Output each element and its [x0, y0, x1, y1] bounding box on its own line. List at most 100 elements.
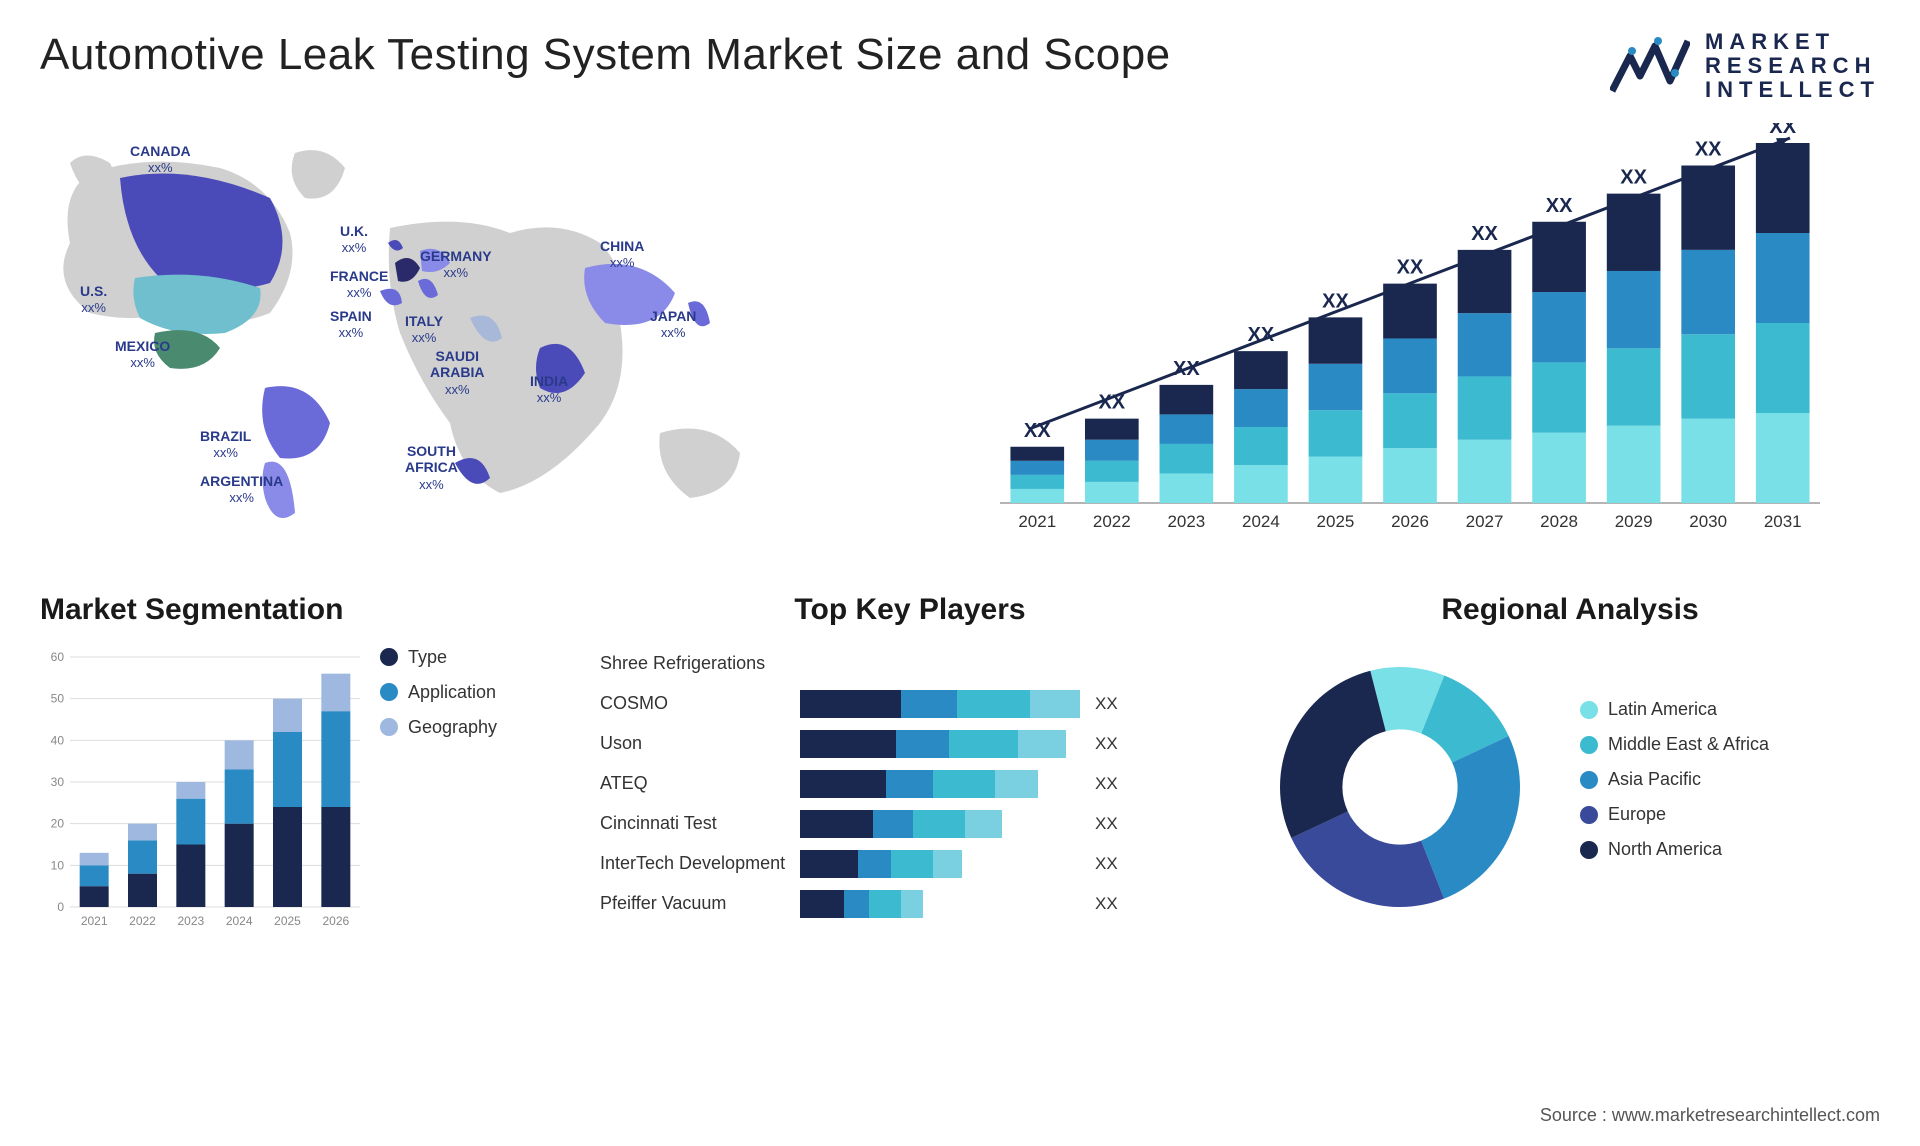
svg-text:2031: 2031 — [1764, 512, 1802, 531]
svg-text:XX: XX — [1620, 166, 1647, 188]
legend-item: Geography — [380, 717, 497, 738]
player-value: XX — [1095, 774, 1118, 794]
map-label: U.K.xx% — [340, 223, 368, 257]
logo-line2: RESEARCH — [1705, 54, 1880, 78]
svg-text:XX: XX — [1471, 222, 1498, 244]
page-title: Automotive Leak Testing System Market Si… — [40, 30, 1171, 80]
legend-swatch — [380, 718, 398, 736]
svg-text:XX: XX — [1769, 123, 1796, 138]
legend-item: Type — [380, 647, 497, 668]
legend-swatch — [1580, 736, 1598, 754]
map-label: SOUTHAFRICAxx% — [405, 443, 458, 493]
svg-text:2028: 2028 — [1540, 512, 1578, 531]
svg-text:XX: XX — [1695, 138, 1722, 160]
svg-text:2027: 2027 — [1466, 512, 1504, 531]
key-players-panel: Top Key Players Shree Refrigerations COSM… — [600, 593, 1220, 953]
logo-line3: INTELLECT — [1705, 78, 1880, 102]
player-name: Shree Refrigerations — [600, 653, 800, 674]
svg-text:2023: 2023 — [1167, 512, 1205, 531]
legend-item: Application — [380, 682, 497, 703]
svg-text:2025: 2025 — [274, 914, 301, 928]
key-players-title: Top Key Players — [600, 593, 1220, 627]
player-row: InterTech Development XX — [600, 847, 1220, 881]
player-row: Uson XX — [600, 727, 1220, 761]
svg-text:20: 20 — [51, 816, 65, 830]
legend-label: Latin America — [1608, 699, 1717, 720]
svg-text:2021: 2021 — [81, 914, 108, 928]
map-label: MEXICOxx% — [115, 338, 170, 372]
player-value: XX — [1095, 694, 1118, 714]
player-value: XX — [1095, 734, 1118, 754]
svg-text:2029: 2029 — [1615, 512, 1653, 531]
svg-text:XX: XX — [1546, 194, 1573, 216]
regional-title: Regional Analysis — [1260, 593, 1880, 627]
legend-label: Application — [408, 682, 496, 703]
segmentation-chart: 0102030405060202120222023202420252026 — [40, 647, 360, 937]
player-bar — [800, 810, 1080, 838]
logo-line1: MARKET — [1705, 30, 1880, 54]
player-row: Shree Refrigerations — [600, 647, 1220, 681]
map-label: SAUDIARABIAxx% — [430, 348, 484, 398]
regional-donut-chart — [1260, 647, 1540, 927]
segmentation-title: Market Segmentation — [40, 593, 560, 627]
map-label: INDIAxx% — [530, 373, 568, 407]
svg-text:XX: XX — [1397, 256, 1424, 278]
player-name: Pfeiffer Vacuum — [600, 893, 800, 914]
segmentation-panel: Market Segmentation 01020304050602021202… — [40, 593, 560, 953]
map-label: ARGENTINAxx% — [200, 473, 283, 507]
player-value: XX — [1095, 894, 1118, 914]
svg-text:2022: 2022 — [1093, 512, 1131, 531]
legend-label: Geography — [408, 717, 497, 738]
player-name: Cincinnati Test — [600, 813, 800, 834]
legend-label: Middle East & Africa — [1608, 734, 1769, 755]
svg-text:2026: 2026 — [322, 914, 349, 928]
player-name: InterTech Development — [600, 853, 800, 874]
player-row: Cincinnati Test XX — [600, 807, 1220, 841]
player-bar — [800, 770, 1080, 798]
map-label: CANADAxx% — [130, 143, 191, 177]
world-map: CANADAxx%U.S.xx%MEXICOxx%BRAZILxx%ARGENT… — [40, 123, 940, 553]
svg-text:2024: 2024 — [226, 914, 253, 928]
player-bar — [800, 730, 1080, 758]
map-label: FRANCExx% — [330, 268, 388, 302]
legend-label: Europe — [1608, 804, 1666, 825]
legend-item: Europe — [1580, 804, 1769, 825]
legend-item: Latin America — [1580, 699, 1769, 720]
map-label: GERMANYxx% — [420, 248, 492, 282]
player-name: Uson — [600, 733, 800, 754]
legend-swatch — [1580, 701, 1598, 719]
svg-text:30: 30 — [51, 775, 65, 789]
svg-text:2023: 2023 — [177, 914, 204, 928]
regional-panel: Regional Analysis Latin America Middle Ea… — [1260, 593, 1880, 953]
svg-text:2022: 2022 — [129, 914, 156, 928]
svg-text:50: 50 — [51, 691, 65, 705]
player-value: XX — [1095, 854, 1118, 874]
player-bar — [800, 850, 1080, 878]
legend-item: North America — [1580, 839, 1769, 860]
player-row: COSMOXX — [600, 687, 1220, 721]
legend-swatch — [1580, 771, 1598, 789]
player-bar — [800, 690, 1080, 718]
legend-item: Middle East & Africa — [1580, 734, 1769, 755]
segmentation-legend: Type Application Geography — [380, 647, 497, 937]
map-label: CHINAxx% — [600, 238, 644, 272]
svg-text:2026: 2026 — [1391, 512, 1429, 531]
player-bar — [800, 890, 1080, 918]
logo-icon — [1610, 31, 1690, 101]
svg-text:2021: 2021 — [1018, 512, 1056, 531]
player-name: ATEQ — [600, 773, 800, 794]
player-value: XX — [1095, 814, 1118, 834]
legend-swatch — [1580, 841, 1598, 859]
legend-swatch — [1580, 806, 1598, 824]
svg-text:60: 60 — [51, 650, 65, 664]
legend-label: Asia Pacific — [1608, 769, 1701, 790]
map-label: SPAINxx% — [330, 308, 372, 342]
svg-text:2025: 2025 — [1317, 512, 1355, 531]
source-credit: Source : www.marketresearchintellect.com — [1540, 1105, 1880, 1126]
map-label: ITALYxx% — [405, 313, 443, 347]
svg-text:2024: 2024 — [1242, 512, 1280, 531]
svg-text:2030: 2030 — [1689, 512, 1727, 531]
player-row: Pfeiffer Vacuum XX — [600, 887, 1220, 921]
legend-swatch — [380, 683, 398, 701]
svg-text:0: 0 — [57, 900, 64, 914]
